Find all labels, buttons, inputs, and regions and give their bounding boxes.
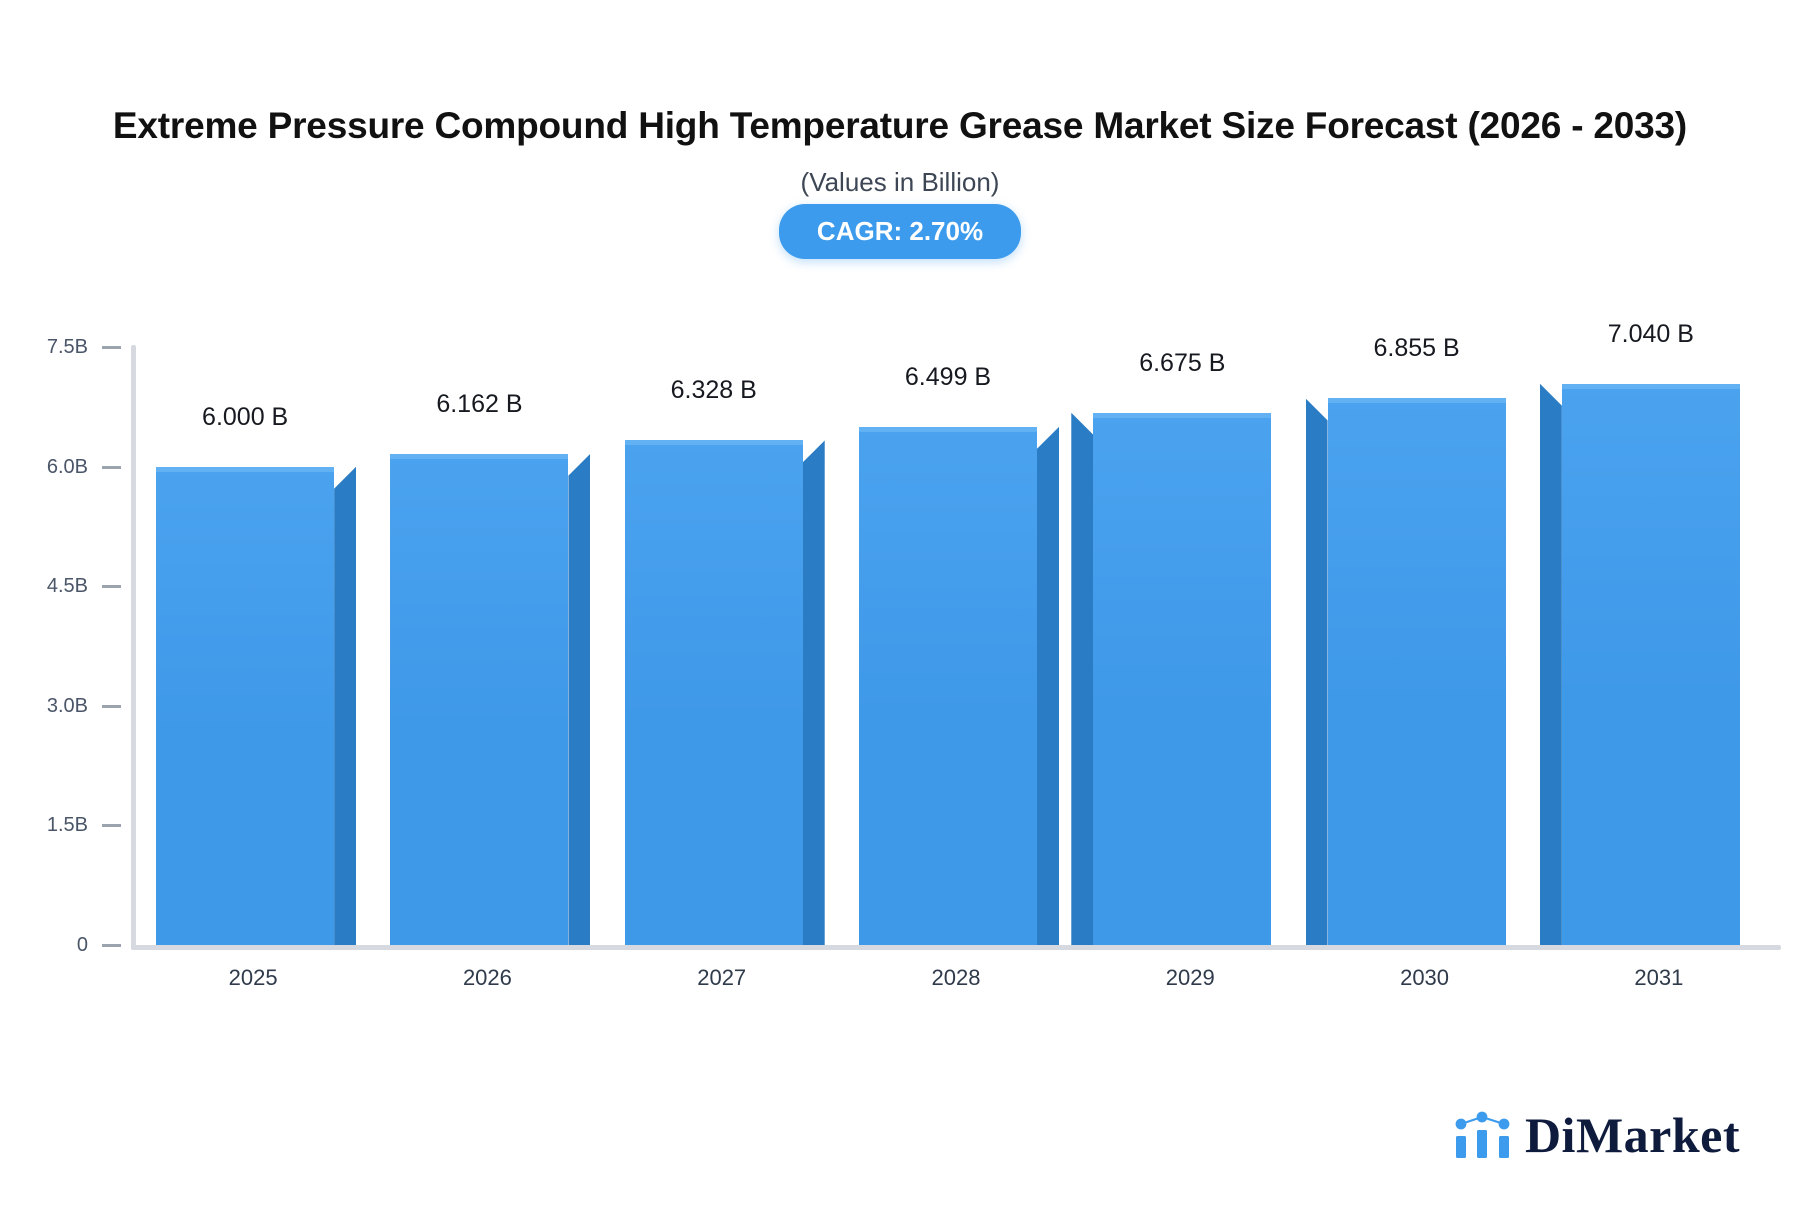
logo-text: DiMarket	[1524, 1107, 1740, 1163]
bar-front-face	[156, 466, 335, 945]
bar-side-face	[334, 466, 357, 945]
bar-top-face	[1093, 412, 1272, 418]
bar-top-face	[859, 426, 1037, 432]
bar-top-face	[1327, 398, 1506, 404]
bar-value-label: 6.328 B	[670, 376, 757, 405]
bar[interactable]: 7.040 B	[1539, 320, 1740, 945]
bar-side-face	[1539, 383, 1562, 945]
bar[interactable]: 6.499 B	[859, 363, 1059, 945]
y-axis-tick-label: 4.5B	[46, 575, 88, 598]
x-axis-line	[131, 945, 1781, 950]
chart-subtitle: (Values in Billion)	[800, 167, 1000, 197]
bar-side-face	[1071, 412, 1094, 945]
bar-top-face	[156, 466, 335, 472]
bar-value-label: 6.162 B	[436, 389, 523, 418]
bar-chart-icon	[1454, 1110, 1512, 1160]
y-axis-tick-label: 6.0B	[46, 455, 88, 478]
y-axis-tick-label: 1.5B	[46, 814, 88, 837]
chart-header: Extreme Pressure Compound High Temperatu…	[0, 0, 1800, 259]
bar[interactable]: 6.328 B	[624, 376, 825, 945]
y-axis-tick-mark	[102, 824, 121, 828]
bar-front-face	[1093, 412, 1272, 945]
y-axis-tick-mark	[102, 944, 121, 947]
y-axis-tick-label: 0	[76, 934, 88, 956]
bar-front-face	[390, 453, 569, 945]
bar[interactable]: 6.855 B	[1305, 334, 1506, 945]
y-axis-tick-mark	[102, 465, 121, 469]
bar-front-face	[1327, 398, 1506, 945]
bar-side-face	[1305, 398, 1328, 945]
y-axis-tick-mark	[102, 585, 121, 589]
x-axis-tick-label: 2030	[1400, 965, 1450, 990]
bar-side-face	[802, 440, 825, 945]
bar[interactable]: 6.675 B	[1071, 349, 1272, 945]
bar-front-face	[859, 426, 1037, 945]
bar[interactable]: 6.000 B	[156, 403, 357, 945]
bar-value-label: 6.499 B	[904, 362, 992, 391]
bar-top-face	[624, 440, 803, 446]
x-axis-tick-label: 2026	[462, 965, 512, 990]
y-axis-tick-label: 7.5B	[46, 336, 88, 358]
bar-top-face	[1561, 383, 1740, 389]
bar-value-label: 7.040 B	[1607, 319, 1694, 348]
x-axis-tick-label: 2029	[1165, 965, 1215, 990]
bar-top-face	[390, 453, 569, 459]
bar-value-label: 6.855 B	[1373, 334, 1460, 363]
cagr-badge: CAGR: 2.70%	[778, 204, 1022, 259]
bar-front-face	[1561, 383, 1740, 945]
x-axis-tick-label: 2027	[697, 965, 747, 990]
page-title: Extreme Pressure Compound High Temperatu…	[112, 105, 1688, 146]
y-axis-tick-mark	[102, 704, 121, 708]
x-axis-tick-label: 2025	[228, 965, 278, 990]
y-axis-line	[131, 345, 136, 950]
bar-front-face	[624, 440, 803, 945]
x-axis-tick-label: 2031	[1634, 965, 1684, 990]
bar-value-label: 6.000 B	[202, 402, 289, 431]
bar-value-label: 6.675 B	[1139, 348, 1226, 377]
bar-side-face	[1037, 426, 1059, 945]
bar-side-face	[568, 453, 591, 945]
bar[interactable]: 6.162 B	[390, 390, 591, 945]
y-axis-tick-mark	[102, 346, 121, 349]
brand-logo: DiMarket	[1454, 1110, 1740, 1160]
y-axis-tick-label: 3.0B	[46, 694, 88, 717]
x-axis-tick-label: 2028	[931, 965, 981, 990]
